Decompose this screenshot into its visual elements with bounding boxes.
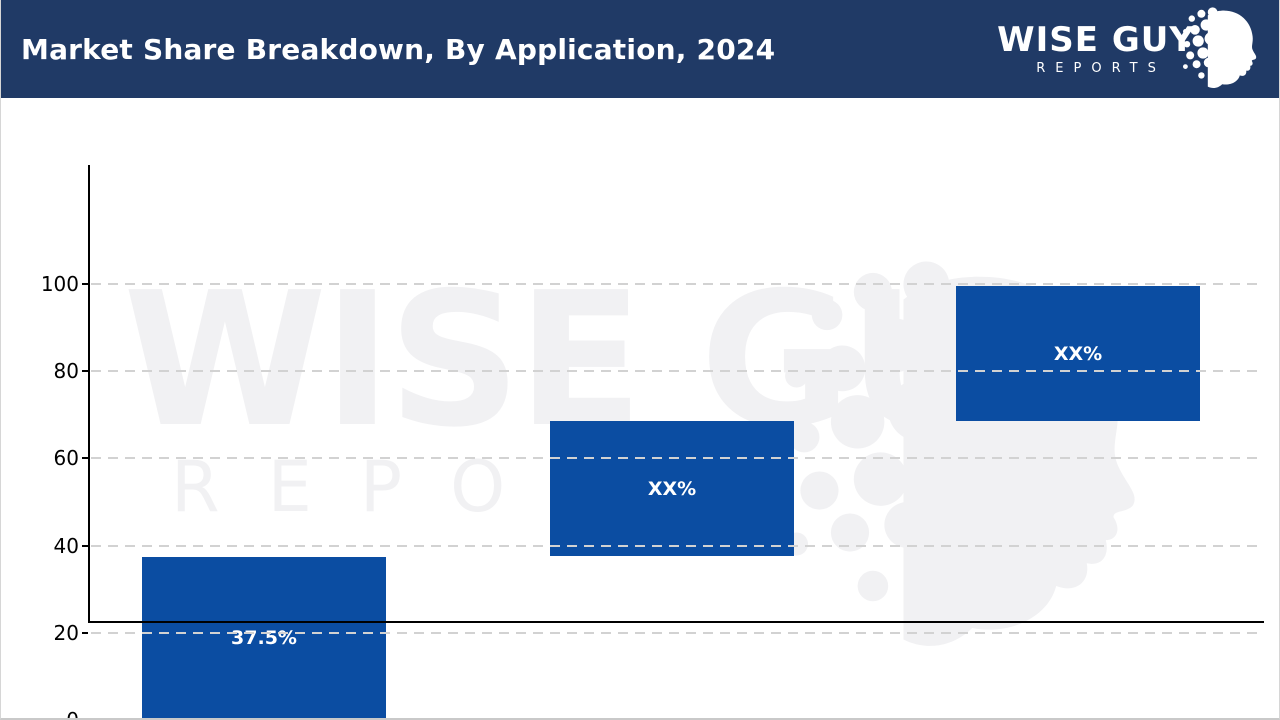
- y-tick-label-40: 40: [53, 533, 79, 558]
- wiseguy-logo: WISE GUY REPORTS: [997, 7, 1267, 91]
- gridline-20: [91, 631, 1263, 634]
- bar-protective-coating: XX%: [550, 421, 794, 557]
- header-bar: Market Share Breakdown, By Application, …: [1, 0, 1279, 98]
- y-tick-label-100: 100: [40, 272, 79, 296]
- y-tick-80: [82, 370, 88, 373]
- y-tick-label-20: 20: [53, 620, 79, 645]
- y-tick-label-60: 60: [53, 446, 79, 471]
- bar-packaging: XX%: [956, 286, 1200, 422]
- gridline-60: [91, 457, 1263, 460]
- gridline-100: [91, 283, 1263, 285]
- x-axis-line: [88, 621, 1264, 623]
- gridline-40: [91, 544, 1263, 547]
- bar-value-label: XX%: [647, 477, 697, 500]
- y-tick-label-80: 80: [53, 359, 79, 384]
- page-title: Market Share Breakdown, By Application, …: [21, 32, 776, 66]
- wiseguy-face-icon: [1183, 7, 1257, 88]
- y-tick-20: [82, 631, 88, 634]
- bar-value-label: XX%: [1053, 342, 1103, 365]
- gridline-80: [91, 370, 1263, 373]
- y-tick-40: [82, 544, 88, 547]
- y-axis-line: [88, 165, 90, 623]
- logo-wordmark: WISE GUY: [997, 20, 1195, 60]
- bar-value-label: 37.5%: [231, 627, 297, 650]
- logo-subtitle: REPORTS: [1036, 61, 1166, 76]
- bar-electrical-insulation: 37.5%: [142, 556, 386, 718]
- wiseguy-logo-text: WISE GUY REPORTS: [997, 23, 1195, 75]
- y-tick-60: [82, 457, 88, 460]
- y-tick-label-0: 0: [66, 708, 79, 720]
- y-tick-100: [82, 283, 88, 285]
